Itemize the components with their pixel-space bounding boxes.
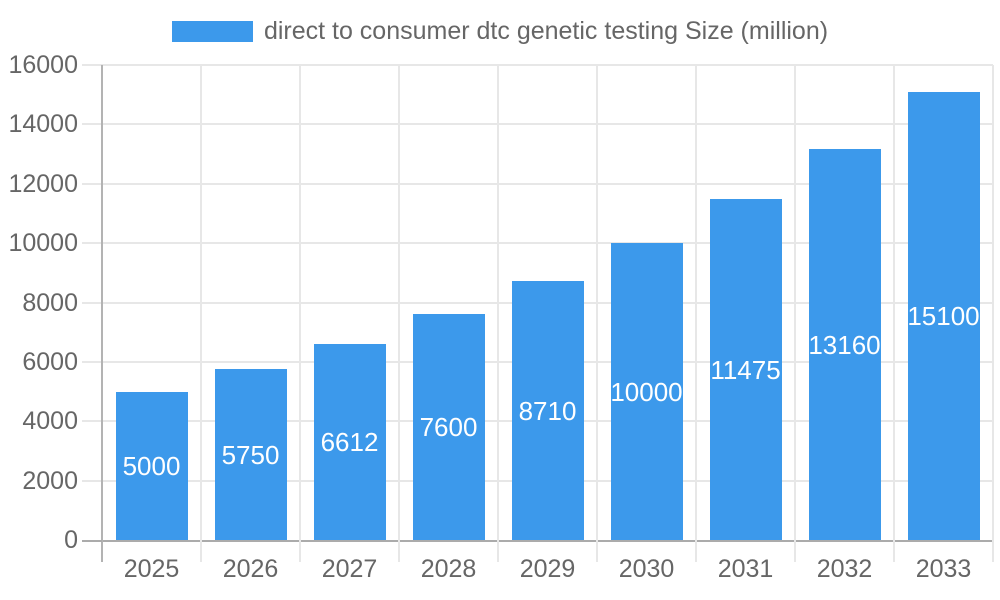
v-gridline-0 [101, 65, 103, 562]
bar-value-label: 15100 [907, 300, 980, 331]
bar-2033[interactable]: 15100 [907, 91, 980, 540]
y-tick-label-0: 0 [64, 526, 78, 554]
bar-2030[interactable]: 10000 [610, 243, 683, 540]
bar-2025[interactable]: 5000 [115, 391, 188, 540]
bar-value-label: 8710 [518, 395, 577, 426]
v-gridline-2 [299, 65, 301, 562]
bar-2029[interactable]: 8710 [511, 281, 584, 540]
bar-value-label: 10000 [610, 376, 683, 407]
v-gridline-5 [596, 65, 598, 562]
bar-value-label: 7600 [419, 412, 478, 443]
y-tick-label-12000: 12000 [8, 169, 78, 198]
v-gridline-3 [398, 65, 400, 562]
legend-label: direct to consumer dtc genetic testing S… [263, 17, 829, 45]
chart-legend[interactable]: direct to consumer dtc genetic testing S… [0, 17, 1000, 46]
x-tick-label-2031: 2031 [717, 555, 774, 583]
x-tick-label-2030: 2030 [618, 555, 675, 583]
y-tick-label-2000: 2000 [22, 466, 78, 495]
v-gridline-9 [992, 65, 994, 562]
x-tick-label-2027: 2027 [321, 555, 378, 583]
zero-tick [82, 540, 102, 542]
y-tick-label-6000: 6000 [22, 347, 78, 376]
bar-2031[interactable]: 11475 [709, 199, 782, 540]
bar-2032[interactable]: 13160 [808, 149, 881, 540]
bar-value-label: 5000 [122, 450, 181, 481]
x-tick-label-2026: 2026 [222, 555, 279, 583]
bar-2026[interactable]: 5750 [214, 369, 287, 540]
h-gridline-14000 [82, 123, 993, 126]
plot-area: 5000 5750 6612 7600 8710 10000 11475 13160 15100 [82, 64, 994, 562]
y-tick-label-14000: 14000 [8, 110, 78, 139]
y-tick-label-8000: 8000 [22, 288, 78, 317]
v-gridline-6 [695, 65, 697, 562]
bar-2028[interactable]: 7600 [412, 314, 485, 540]
x-tick-label-2029: 2029 [519, 555, 576, 583]
x-tick-label-2025: 2025 [123, 555, 180, 583]
bar-value-label: 13160 [808, 329, 881, 360]
h-gridline-10000 [82, 242, 993, 245]
bar-value-label: 6612 [320, 426, 379, 457]
v-gridline-8 [893, 65, 895, 562]
v-gridline-7 [794, 65, 796, 562]
x-tick-label-2028: 2028 [420, 555, 477, 583]
bar-2027[interactable]: 6612 [313, 343, 386, 540]
bar-value-label: 5750 [221, 439, 280, 470]
v-gridline-4 [497, 65, 499, 562]
v-gridline-1 [200, 65, 202, 562]
y-tick-label-16000: 16000 [8, 51, 78, 79]
h-gridline-12000 [82, 182, 993, 185]
legend-swatch-icon [171, 21, 253, 42]
x-tick-label-2033: 2033 [915, 555, 972, 583]
x-tick-label-2032: 2032 [816, 555, 873, 583]
y-tick-label-4000: 4000 [22, 407, 78, 436]
y-tick-label-10000: 10000 [8, 229, 78, 258]
h-gridline-16000 [82, 64, 993, 66]
bar-value-label: 11475 [710, 354, 781, 385]
